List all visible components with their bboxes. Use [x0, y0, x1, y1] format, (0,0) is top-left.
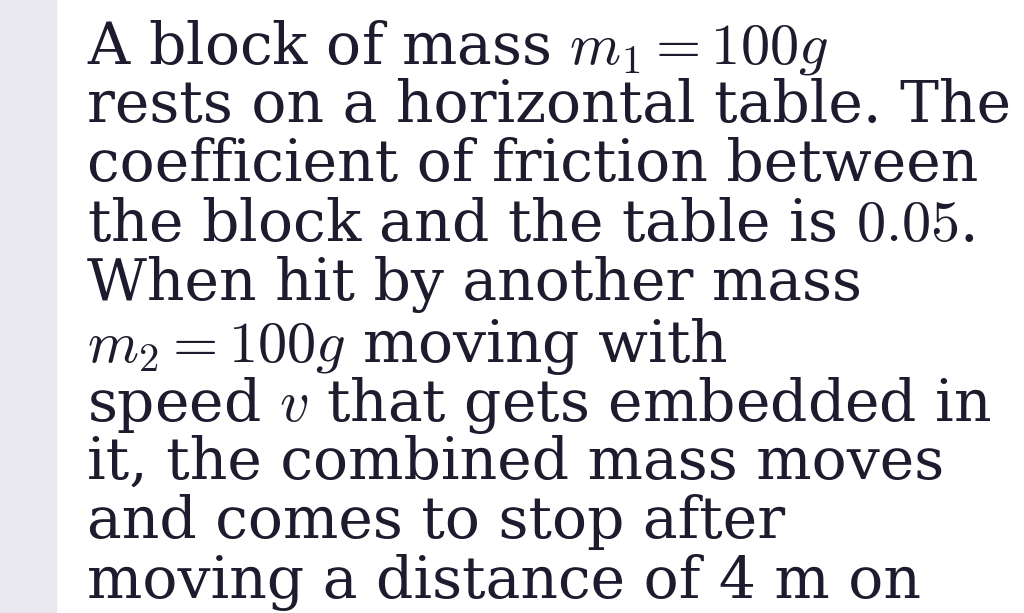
Bar	[0, 0, 56, 613]
Text: it, the combined mass moves: it, the combined mass moves	[87, 435, 944, 490]
Text: rests on a horizontal table. The: rests on a horizontal table. The	[87, 78, 1011, 134]
Text: and comes to stop after: and comes to stop after	[87, 494, 785, 550]
Text: coefficient of friction between: coefficient of friction between	[87, 137, 978, 193]
Text: speed $v$ that gets embedded in: speed $v$ that gets embedded in	[87, 375, 991, 436]
Text: $m_2 = 100g$ moving with: $m_2 = 100g$ moving with	[87, 316, 728, 377]
Text: moving a distance of 4 m on: moving a distance of 4 m on	[87, 554, 921, 611]
Text: the block and the table is $0.05$.: the block and the table is $0.05$.	[87, 197, 975, 253]
Text: When hit by another mass: When hit by another mass	[87, 256, 862, 313]
Text: A block of mass $m_1 = 100g$: A block of mass $m_1 = 100g$	[87, 18, 828, 77]
